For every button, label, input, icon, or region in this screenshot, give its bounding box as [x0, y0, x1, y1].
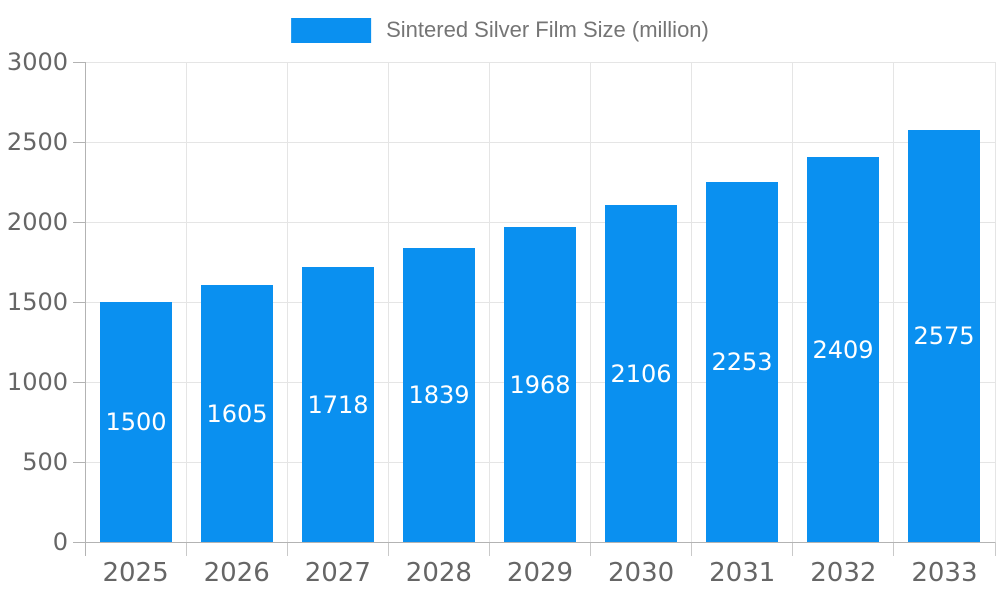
bar[interactable]: 2106: [605, 205, 677, 542]
y-tick-mark: [73, 541, 85, 543]
bar-value-label: 2106: [610, 359, 672, 388]
bar-value-label: 1605: [206, 399, 268, 428]
x-tick-label: 2028: [405, 558, 472, 588]
x-tick-mark: [488, 542, 490, 556]
y-tick-mark: [73, 301, 85, 303]
y-tick-label: 1500: [6, 288, 68, 316]
x-tick-label: 2029: [506, 558, 574, 588]
x-tick-mark: [792, 542, 794, 556]
x-gridline: [185, 62, 187, 542]
x-tick-mark: [691, 542, 693, 556]
x-axis-line: [85, 541, 995, 543]
bar-value-label: 1839: [408, 381, 470, 409]
x-tick-mark: [994, 542, 996, 556]
x-gridline: [590, 62, 592, 542]
x-tick-label: 2026: [203, 558, 270, 588]
x-gridline: [691, 62, 693, 542]
y-tick-mark: [73, 381, 85, 383]
bar-value-label: 2253: [711, 348, 773, 376]
x-gridline: [286, 62, 288, 542]
x-tick-label: 2031: [709, 558, 776, 588]
x-tick-label: 2027: [304, 558, 371, 588]
bar[interactable]: 1839: [403, 248, 475, 542]
y-tick-label: 0: [52, 528, 68, 556]
x-tick-mark: [185, 542, 187, 556]
x-gridline: [792, 62, 794, 542]
x-tick-mark: [387, 542, 389, 556]
bar[interactable]: 1718: [302, 267, 374, 542]
y-tick-mark: [73, 221, 85, 223]
x-tick-mark: [286, 542, 288, 556]
y-tick-mark: [73, 461, 85, 463]
bar[interactable]: 2575: [908, 130, 980, 542]
y-gridline: [85, 221, 995, 223]
bar-value-label: 1968: [509, 370, 571, 399]
legend-label: Sintered Silver Film Size (million): [386, 17, 709, 42]
y-axis-line: [84, 62, 86, 556]
bar[interactable]: 2409: [807, 157, 879, 542]
x-gridline: [893, 62, 895, 542]
y-tick-label: 1000: [6, 368, 68, 396]
legend[interactable]: Sintered Silver Film Size (million): [291, 17, 709, 43]
y-gridline: [85, 141, 995, 143]
y-tick-label: 500: [22, 448, 68, 476]
x-tick-label: 2025: [102, 558, 169, 588]
y-tick-label: 2500: [6, 128, 68, 156]
x-gridline: [994, 62, 996, 542]
y-gridline: [85, 61, 995, 63]
x-gridline: [387, 62, 389, 542]
x-tick-mark: [893, 542, 895, 556]
x-gridline: [488, 62, 490, 542]
y-tick-label: 3000: [6, 48, 68, 76]
bar-value-label: 2409: [812, 335, 874, 364]
bar[interactable]: 1968: [504, 227, 576, 542]
y-tick-label: 2000: [6, 208, 68, 236]
x-tick-label: 2032: [810, 558, 877, 588]
bar[interactable]: 1605: [201, 285, 273, 542]
bar-value-label: 2575: [913, 322, 975, 350]
bar-value-label: 1718: [307, 390, 369, 419]
bar-value-label: 1500: [105, 408, 167, 436]
x-tick-mark: [590, 542, 592, 556]
bar[interactable]: 2253: [706, 182, 778, 542]
bar[interactable]: 1500: [100, 302, 172, 542]
x-tick-label: 2033: [911, 558, 978, 588]
x-tick-label: 2030: [608, 558, 675, 588]
y-tick-mark: [73, 61, 85, 63]
y-tick-mark: [73, 141, 85, 143]
legend-swatch: [291, 17, 372, 43]
